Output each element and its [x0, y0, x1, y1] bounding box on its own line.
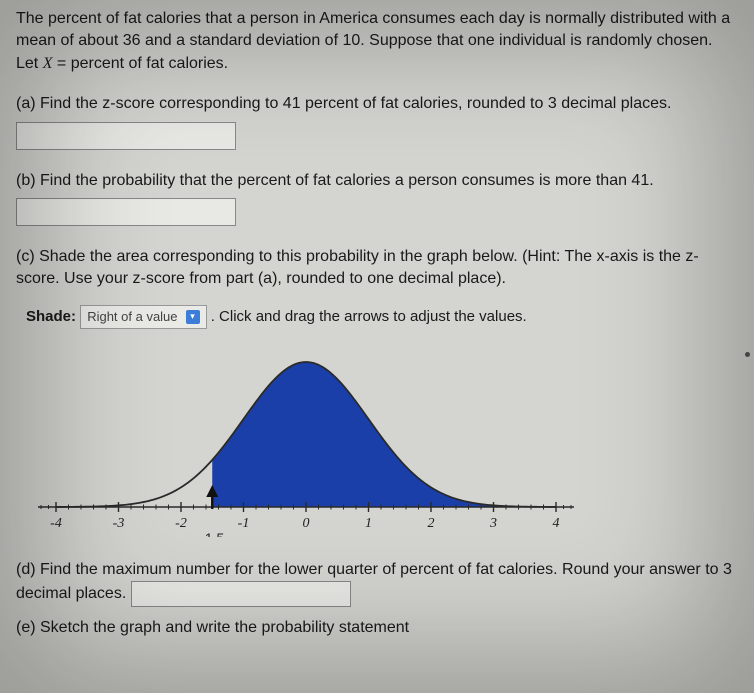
- part-d-input[interactable]: [131, 581, 351, 607]
- decorative-dot: [745, 352, 750, 357]
- svg-text:-1.5: -1.5: [200, 530, 224, 537]
- part-d-text: (d) Find the maximum number for the lowe…: [16, 561, 732, 603]
- part-a-text: (a) Find the z-score corresponding to 41…: [16, 93, 738, 115]
- intro-rest: percent of fat calories.: [71, 55, 228, 72]
- part-e-text: (e) Sketch the graph and write the proba…: [16, 619, 409, 636]
- intro-var: X: [43, 55, 53, 72]
- svg-text:1: 1: [365, 516, 372, 531]
- svg-text:2: 2: [428, 516, 435, 531]
- part-c-text: (c) Shade the area corresponding to this…: [16, 246, 738, 291]
- chevron-down-icon: ▾: [186, 310, 200, 324]
- svg-text:-4: -4: [50, 516, 62, 531]
- shade-after-text: . Click and drag the arrows to adjust th…: [211, 308, 527, 325]
- svg-text:0: 0: [303, 516, 310, 531]
- svg-text:-2: -2: [175, 516, 187, 531]
- intro-let: Let: [16, 55, 43, 72]
- shade-label: Shade:: [26, 308, 76, 325]
- part-b-text: (b) Find the probability that the percen…: [16, 170, 738, 192]
- intro-text: The percent of fat calories that a perso…: [16, 10, 730, 49]
- svg-text:3: 3: [489, 516, 497, 531]
- part-b-input[interactable]: [16, 198, 236, 226]
- shade-dropdown[interactable]: Right of a value ▾: [80, 305, 206, 329]
- svg-text:-3: -3: [113, 516, 125, 531]
- shade-dropdown-value: Right of a value: [87, 308, 177, 326]
- part-a-input[interactable]: [16, 122, 236, 150]
- density-chart[interactable]: -4 -3 -2 -1 0 1 2 3 4 -1.5: [36, 337, 576, 537]
- svg-text:4: 4: [553, 516, 560, 531]
- intro-eq: =: [52, 55, 70, 72]
- svg-text:-1: -1: [238, 516, 250, 531]
